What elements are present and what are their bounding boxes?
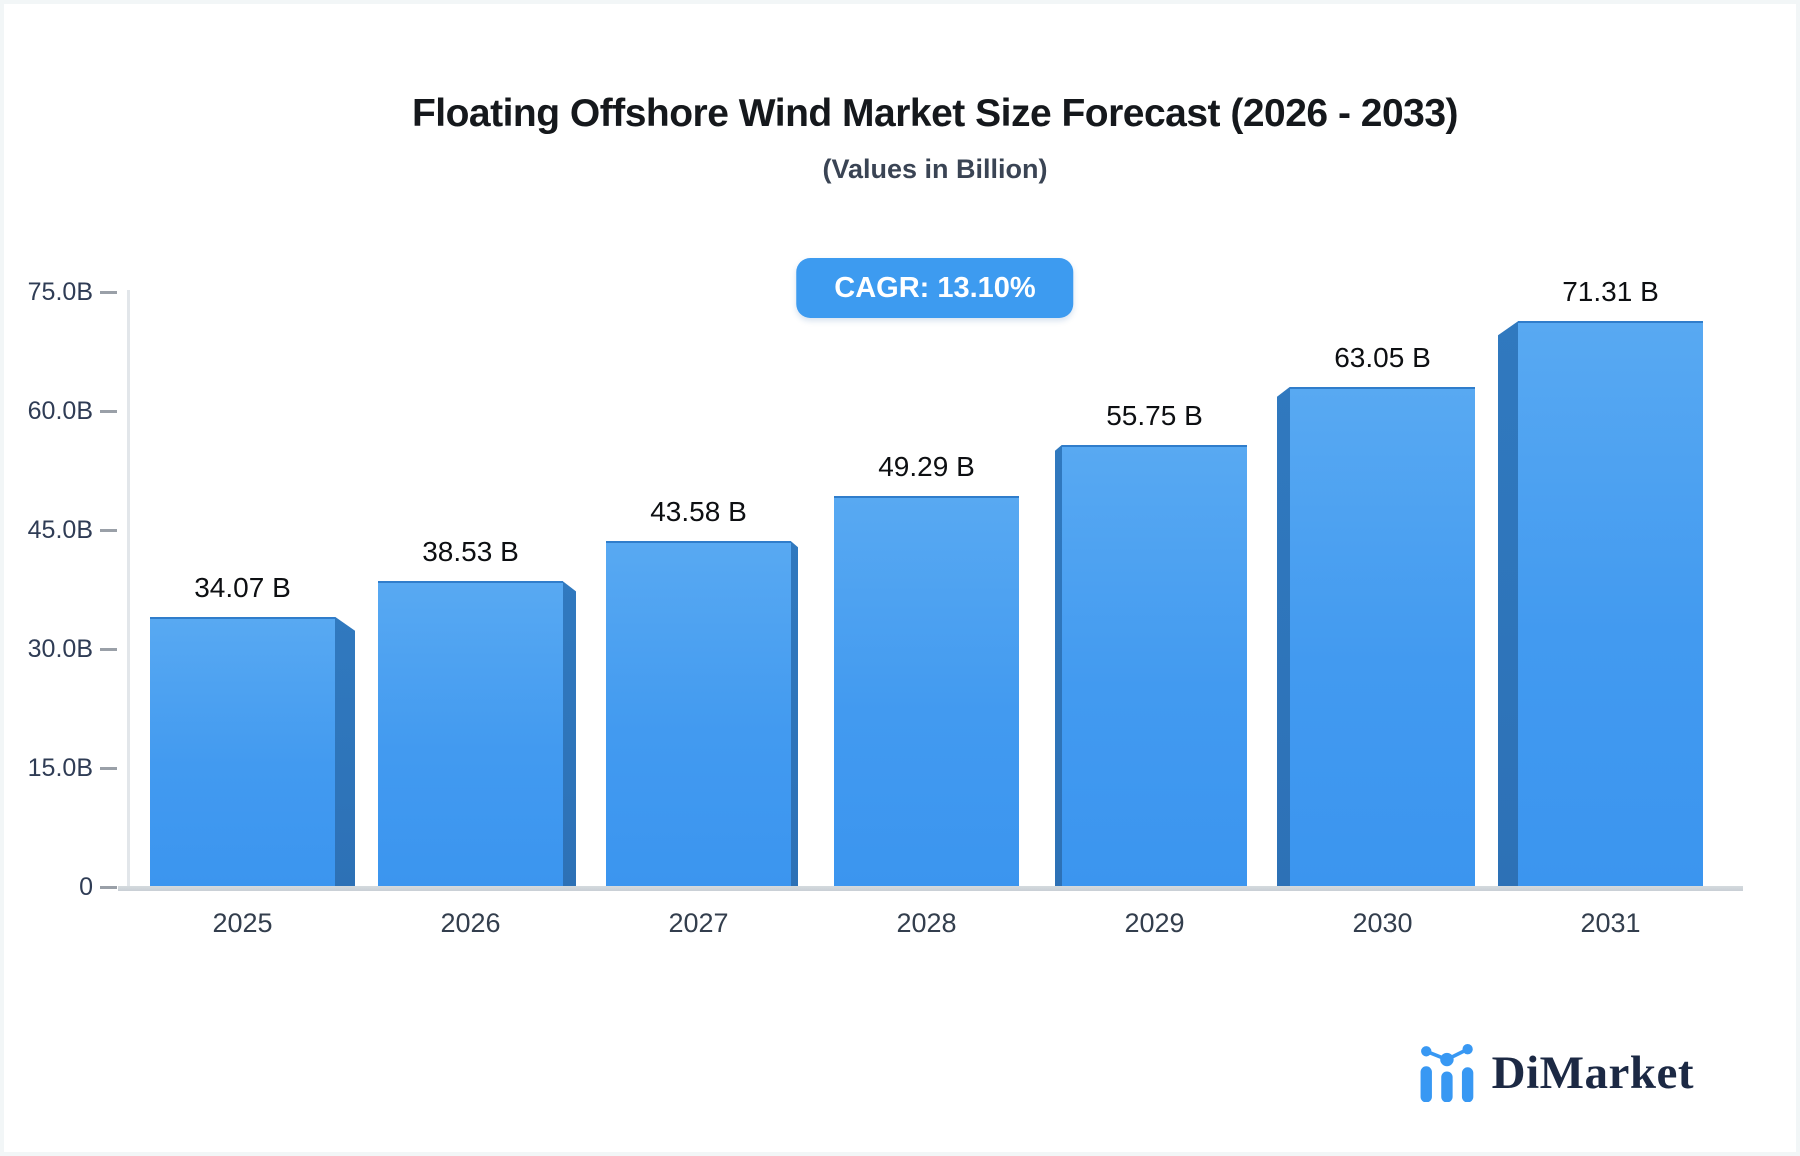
bar-side-3d xyxy=(1498,321,1518,887)
y-tick-label: 15.0B xyxy=(27,754,93,782)
bar-2030[interactable] xyxy=(1290,386,1475,887)
chart-header: Floating Offshore Wind Market Size Forec… xyxy=(127,0,1743,318)
logo: DiMarket xyxy=(1419,1042,1694,1104)
x-axis-label: 2029 xyxy=(1124,908,1185,938)
y-tick-mark xyxy=(100,885,117,889)
bar-2027[interactable] xyxy=(606,541,791,887)
y-tick-mark xyxy=(100,766,117,770)
y-tick-label: 45.0B xyxy=(27,516,93,544)
y-axis-line xyxy=(127,290,130,891)
y-tick-label: 75.0B xyxy=(27,278,93,306)
bar-side-3d xyxy=(335,616,355,887)
bar-side-3d xyxy=(791,541,798,887)
bar-value-label: 34.07 B xyxy=(194,571,291,603)
y-tick-mark xyxy=(100,647,117,651)
bar-value-label: 63.05 B xyxy=(1334,341,1431,373)
y-tick-mark xyxy=(100,528,117,532)
bar-side-3d xyxy=(563,581,576,887)
x-axis-label: 2030 xyxy=(1352,908,1413,938)
bar-value-label: 71.31 B xyxy=(1562,276,1659,308)
x-axis-label: 2028 xyxy=(896,908,957,938)
bar-side-3d xyxy=(1277,386,1290,887)
bar-value-label: 43.58 B xyxy=(650,496,747,528)
x-axis-label: 2026 xyxy=(440,908,501,938)
logo-text: DiMarket xyxy=(1491,1047,1694,1099)
page-title: Floating Offshore Wind Market Size Forec… xyxy=(411,92,1459,135)
x-axis-label: 2031 xyxy=(1580,908,1641,938)
x-axis-label: 2027 xyxy=(668,908,729,938)
y-tick-mark xyxy=(100,290,117,294)
page-subtitle: (Values in Billion) xyxy=(822,154,1048,184)
bar-2028[interactable] xyxy=(834,495,1019,887)
bar-2026[interactable] xyxy=(378,581,563,887)
bar-value-label: 49.29 B xyxy=(878,450,975,482)
bar-chart-icon xyxy=(1420,1044,1473,1102)
x-axis-line xyxy=(118,886,1743,891)
bar-value-label: 55.75 B xyxy=(1106,399,1203,431)
bar-2031[interactable] xyxy=(1518,321,1703,887)
cagr-badge: CAGR: 13.10% xyxy=(796,258,1074,318)
y-tick-mark xyxy=(100,409,117,413)
y-tick-label: 30.0B xyxy=(27,635,93,663)
y-tick-label: 0 xyxy=(79,873,93,901)
bar-side-3d xyxy=(1055,444,1062,887)
x-axis-label: 2025 xyxy=(212,908,273,938)
bar-value-label: 38.53 B xyxy=(422,536,519,568)
bar-2029[interactable] xyxy=(1062,444,1247,887)
bar-2025[interactable] xyxy=(150,616,335,887)
y-tick-label: 60.0B xyxy=(27,397,93,425)
